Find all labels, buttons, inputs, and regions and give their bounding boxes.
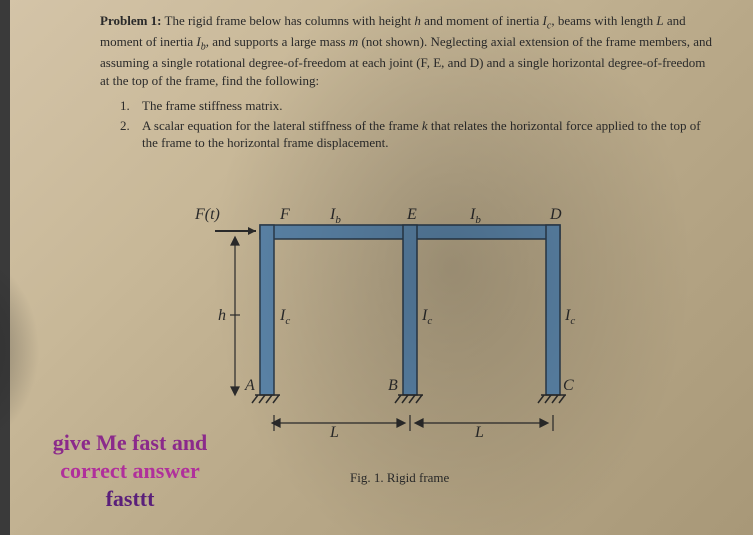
task-text-2: A scalar equation for the lateral stiffn…	[142, 117, 713, 152]
task-item-1: 1. The frame stiffness matrix.	[120, 97, 713, 115]
task-item-2: 2. A scalar equation for the lateral sti…	[120, 117, 713, 152]
label-Ib1: Ib	[329, 206, 341, 226]
label-Ib2: Ib	[469, 206, 481, 226]
ground-hatch	[252, 395, 566, 403]
label-F: F	[279, 206, 290, 223]
label-D: D	[549, 206, 562, 223]
label-C: C	[563, 377, 574, 394]
figure-caption: Fig. 1. Rigid frame	[350, 470, 449, 486]
var-m: m	[349, 34, 358, 49]
label-Ic3: Ic	[564, 307, 575, 327]
task-num-2: 2.	[120, 117, 142, 152]
prob-text-3: , beams with length	[551, 13, 656, 28]
problem-statement: Problem 1: The rigid frame below has col…	[100, 12, 713, 89]
task-list: 1. The frame stiffness matrix. 2. A scal…	[120, 97, 713, 152]
figure-labels: F(t) F E D A B C Ib Ib Ic Ic Ic h L L	[194, 206, 575, 441]
handwritten-line-2: correct answer	[30, 458, 230, 484]
task-num-1: 1.	[120, 97, 142, 115]
dim-h	[230, 237, 240, 395]
label-Ft: F(t)	[194, 206, 220, 223]
prob-text-1: The rigid frame below has columns with h…	[165, 13, 415, 28]
label-h: h	[218, 307, 226, 324]
problem-label: Problem 1:	[100, 13, 162, 28]
handwritten-line-3: fasttt	[65, 486, 195, 512]
label-A: A	[244, 377, 255, 394]
prob-text-5: , and supports a large mass	[206, 34, 349, 49]
var-L: L	[656, 13, 663, 28]
force-arrow	[215, 227, 256, 235]
label-Ic1: Ic	[279, 307, 290, 327]
label-L1: L	[329, 424, 339, 441]
label-E: E	[406, 206, 417, 223]
label-L2: L	[474, 424, 484, 441]
label-Ic2: Ic	[421, 307, 432, 327]
task2-part1: A scalar equation for the lateral stiffn…	[142, 118, 422, 133]
rigid-frame-figure: F(t) F E D A B C Ib Ib Ic Ic Ic h L L	[200, 205, 620, 495]
prob-text-2: and moment of inertia	[421, 13, 543, 28]
label-B: B	[388, 377, 398, 394]
frame-svg: F(t) F E D A B C Ib Ib Ic Ic Ic h L L	[200, 205, 620, 465]
handwritten-line-1: give Me fast and	[20, 430, 240, 456]
problem-text-block: Problem 1: The rigid frame below has col…	[0, 0, 753, 164]
dim-L	[272, 415, 553, 431]
shadow-curve	[0, 250, 40, 450]
task-text-1: The frame stiffness matrix.	[142, 97, 713, 115]
frame-shape	[260, 225, 560, 395]
